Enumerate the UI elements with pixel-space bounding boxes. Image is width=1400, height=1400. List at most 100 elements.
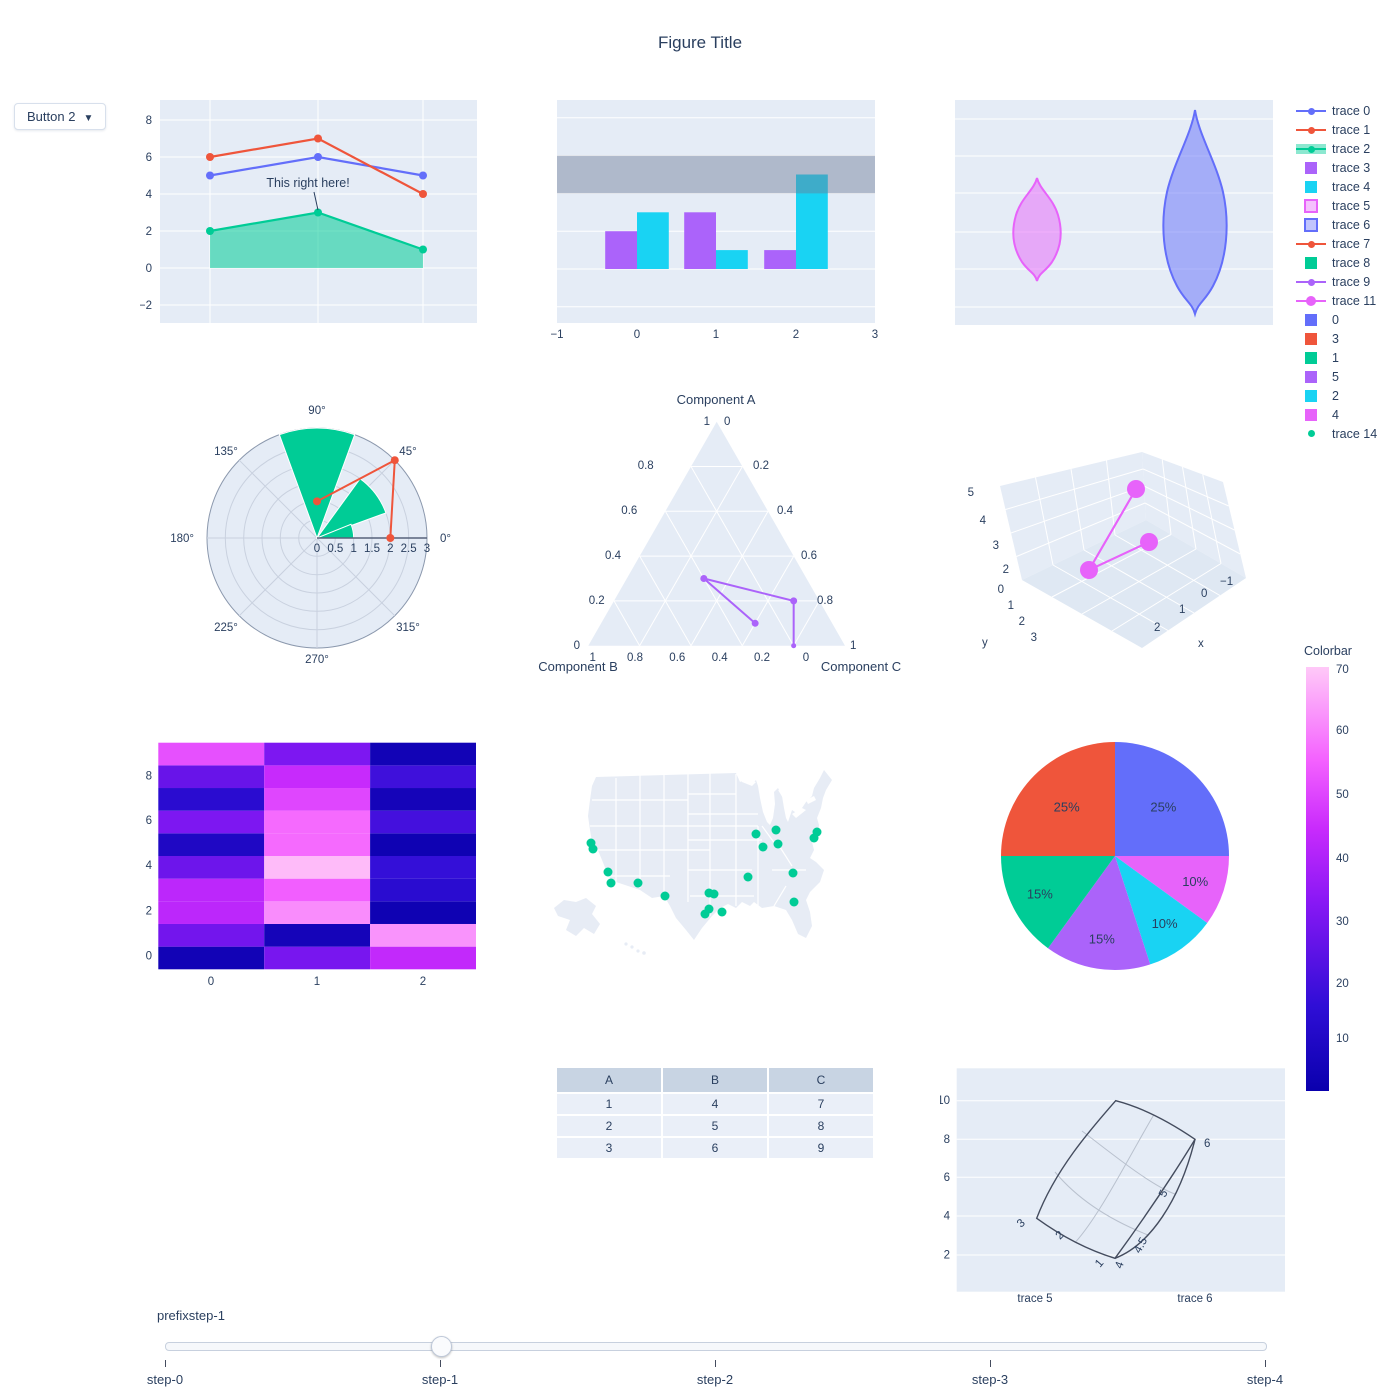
legend-item-trace-9[interactable]: trace 9 xyxy=(1295,272,1400,291)
line-trace-trace-1[interactable] xyxy=(206,134,427,199)
heatmap-cell-0-2[interactable] xyxy=(158,901,265,924)
line-trace-trace-0[interactable] xyxy=(206,153,427,180)
pie-slice-4[interactable] xyxy=(1115,856,1229,924)
heatmap-cell-1-4[interactable] xyxy=(264,856,371,879)
heatmap-cell-1-2[interactable] xyxy=(264,901,371,924)
updatemenu-button[interactable]: Button 2 ▼ xyxy=(14,103,107,130)
geo-city-dot-7[interactable] xyxy=(709,889,719,899)
legend-item-trace-2[interactable]: trace 2 xyxy=(1295,139,1400,158)
heatmap-cell-2-5[interactable] xyxy=(370,833,476,856)
violin-trace-5[interactable] xyxy=(1012,177,1062,282)
geo-city-dot-11[interactable] xyxy=(743,872,753,882)
heatmap-cell-0-3[interactable] xyxy=(158,878,265,902)
legend-item-3[interactable]: 3 xyxy=(1295,329,1400,348)
line-trace-trace-2[interactable] xyxy=(206,208,427,254)
heatmap-cell-1-7[interactable] xyxy=(264,788,371,811)
geo-city-dot-2[interactable] xyxy=(603,867,613,877)
geo-city-dot-9[interactable] xyxy=(700,909,710,919)
legend-item-trace-11[interactable]: trace 11 xyxy=(1295,291,1400,310)
legend-item-trace-7[interactable]: trace 7 xyxy=(1295,234,1400,253)
slider-step-step-3[interactable]: step-3 xyxy=(971,1372,1009,1387)
pie-slice-2[interactable] xyxy=(1115,856,1208,965)
bar-trace-3-x2[interactable] xyxy=(764,250,796,269)
heatmap-cell-2-8[interactable] xyxy=(370,765,476,789)
heatmap-cell-2-2[interactable] xyxy=(370,901,476,924)
heatmap-cell-0-9[interactable] xyxy=(158,742,265,766)
geo-city-dot-10[interactable] xyxy=(717,907,727,917)
heatmap-cell-1-8[interactable] xyxy=(264,765,371,789)
legend-item-0[interactable]: 0 xyxy=(1295,310,1400,329)
legend-item-trace-5[interactable]: trace 5 xyxy=(1295,196,1400,215)
scatterpolar-trace-7[interactable] xyxy=(313,456,399,542)
heatmap-cell-1-3[interactable] xyxy=(264,878,371,902)
heatmap-cell-1-9[interactable] xyxy=(264,742,371,766)
heatmap-cell-1-6[interactable] xyxy=(264,810,371,834)
scatter3d-trace-11[interactable] xyxy=(1080,480,1158,579)
geo-city-dot-16[interactable] xyxy=(788,868,798,878)
bar-trace-3-x0[interactable] xyxy=(605,231,637,269)
legend-item-2[interactable]: 2 xyxy=(1295,386,1400,405)
geo-city-dot-13[interactable] xyxy=(758,842,768,852)
pie-slice-3[interactable] xyxy=(1001,742,1115,856)
heatmap-cell-0-0[interactable] xyxy=(158,946,265,970)
heatmap-cell-2-0[interactable] xyxy=(370,946,476,970)
legend-item-trace-6[interactable]: trace 6 xyxy=(1295,215,1400,234)
violin-trace-6[interactable] xyxy=(1162,109,1228,318)
legend-item-trace-14[interactable]: trace 14 xyxy=(1295,424,1400,443)
barpolar-wedge-0[interactable] xyxy=(278,427,356,540)
heatmap-cell-1-0[interactable] xyxy=(264,946,371,970)
heatmap-cell-0-5[interactable] xyxy=(158,833,265,856)
svg-text:1: 1 xyxy=(850,640,856,652)
slider-handle[interactable] xyxy=(430,1336,452,1357)
heatmap-cell-2-3[interactable] xyxy=(370,878,476,902)
slider-step-step-0[interactable]: step-0 xyxy=(146,1372,184,1387)
geo-city-dot-14[interactable] xyxy=(771,825,781,835)
scattergeo-trace-14[interactable] xyxy=(586,825,822,919)
geo-city-dot-4[interactable] xyxy=(633,878,643,888)
legend-item-trace-3[interactable]: trace 3 xyxy=(1295,158,1400,177)
scatterternary-trace-9[interactable] xyxy=(700,575,798,649)
heatmap-cells[interactable] xyxy=(158,742,476,970)
legend-item-trace-0[interactable]: trace 0 xyxy=(1295,101,1400,120)
pie-slice-0[interactable] xyxy=(1115,742,1229,856)
heatmap-cell-0-7[interactable] xyxy=(158,788,265,811)
slider-step-step-4[interactable]: step-4 xyxy=(1246,1372,1284,1387)
heatmap-cell-2-7[interactable] xyxy=(370,788,476,811)
pie-slice-5[interactable] xyxy=(1047,856,1151,970)
geo-city-dot-12[interactable] xyxy=(751,829,761,839)
heatmap-cell-0-6[interactable] xyxy=(158,810,265,834)
bar-trace-3-x1[interactable] xyxy=(684,212,716,269)
heatmap-cell-0-1[interactable] xyxy=(158,923,265,947)
legend-item-trace-8[interactable]: trace 8 xyxy=(1295,253,1400,272)
geo-city-dot-19[interactable] xyxy=(789,897,799,907)
heatmap-cell-1-5[interactable] xyxy=(264,833,371,856)
heatmap-cell-2-9[interactable] xyxy=(370,742,476,766)
geo-city-dot-1[interactable] xyxy=(588,844,598,854)
heatmap-cell-2-6[interactable] xyxy=(370,810,476,834)
heatmap-cell-0-8[interactable] xyxy=(158,765,265,789)
bar-trace-4-x1[interactable] xyxy=(716,250,748,269)
heatmap-cell-1-1[interactable] xyxy=(264,923,371,947)
slider-track[interactable] xyxy=(165,1342,1267,1351)
legend-item-4[interactable]: 4 xyxy=(1295,405,1400,424)
polar-data[interactable] xyxy=(278,427,387,540)
geo-city-dot-5[interactable] xyxy=(660,891,670,901)
geo-city-dot-3[interactable] xyxy=(606,878,616,888)
slider-step-step-2[interactable]: step-2 xyxy=(696,1372,734,1387)
legend-item-trace-4[interactable]: trace 4 xyxy=(1295,177,1400,196)
line-chart-series[interactable] xyxy=(206,134,427,269)
heatmap-cell-2-4[interactable] xyxy=(370,856,476,879)
heatmap-cell-0-4[interactable] xyxy=(158,856,265,879)
heatmap-cell-2-1[interactable] xyxy=(370,923,476,947)
bar-trace-4-x2[interactable] xyxy=(796,174,828,270)
geo-city-dot-15[interactable] xyxy=(773,839,783,849)
bar-trace-4-x0[interactable] xyxy=(637,212,669,269)
pie-slices[interactable] xyxy=(1001,742,1229,970)
legend-item-5[interactable]: 5 xyxy=(1295,367,1400,386)
pie-slice-1[interactable] xyxy=(1001,856,1115,949)
legend-item-trace-1[interactable]: trace 1 xyxy=(1295,120,1400,139)
slider-step-step-1[interactable]: step-1 xyxy=(421,1372,459,1387)
bar-series[interactable] xyxy=(605,174,828,270)
legend-item-1[interactable]: 1 xyxy=(1295,348,1400,367)
geo-city-dot-18[interactable] xyxy=(809,833,819,843)
